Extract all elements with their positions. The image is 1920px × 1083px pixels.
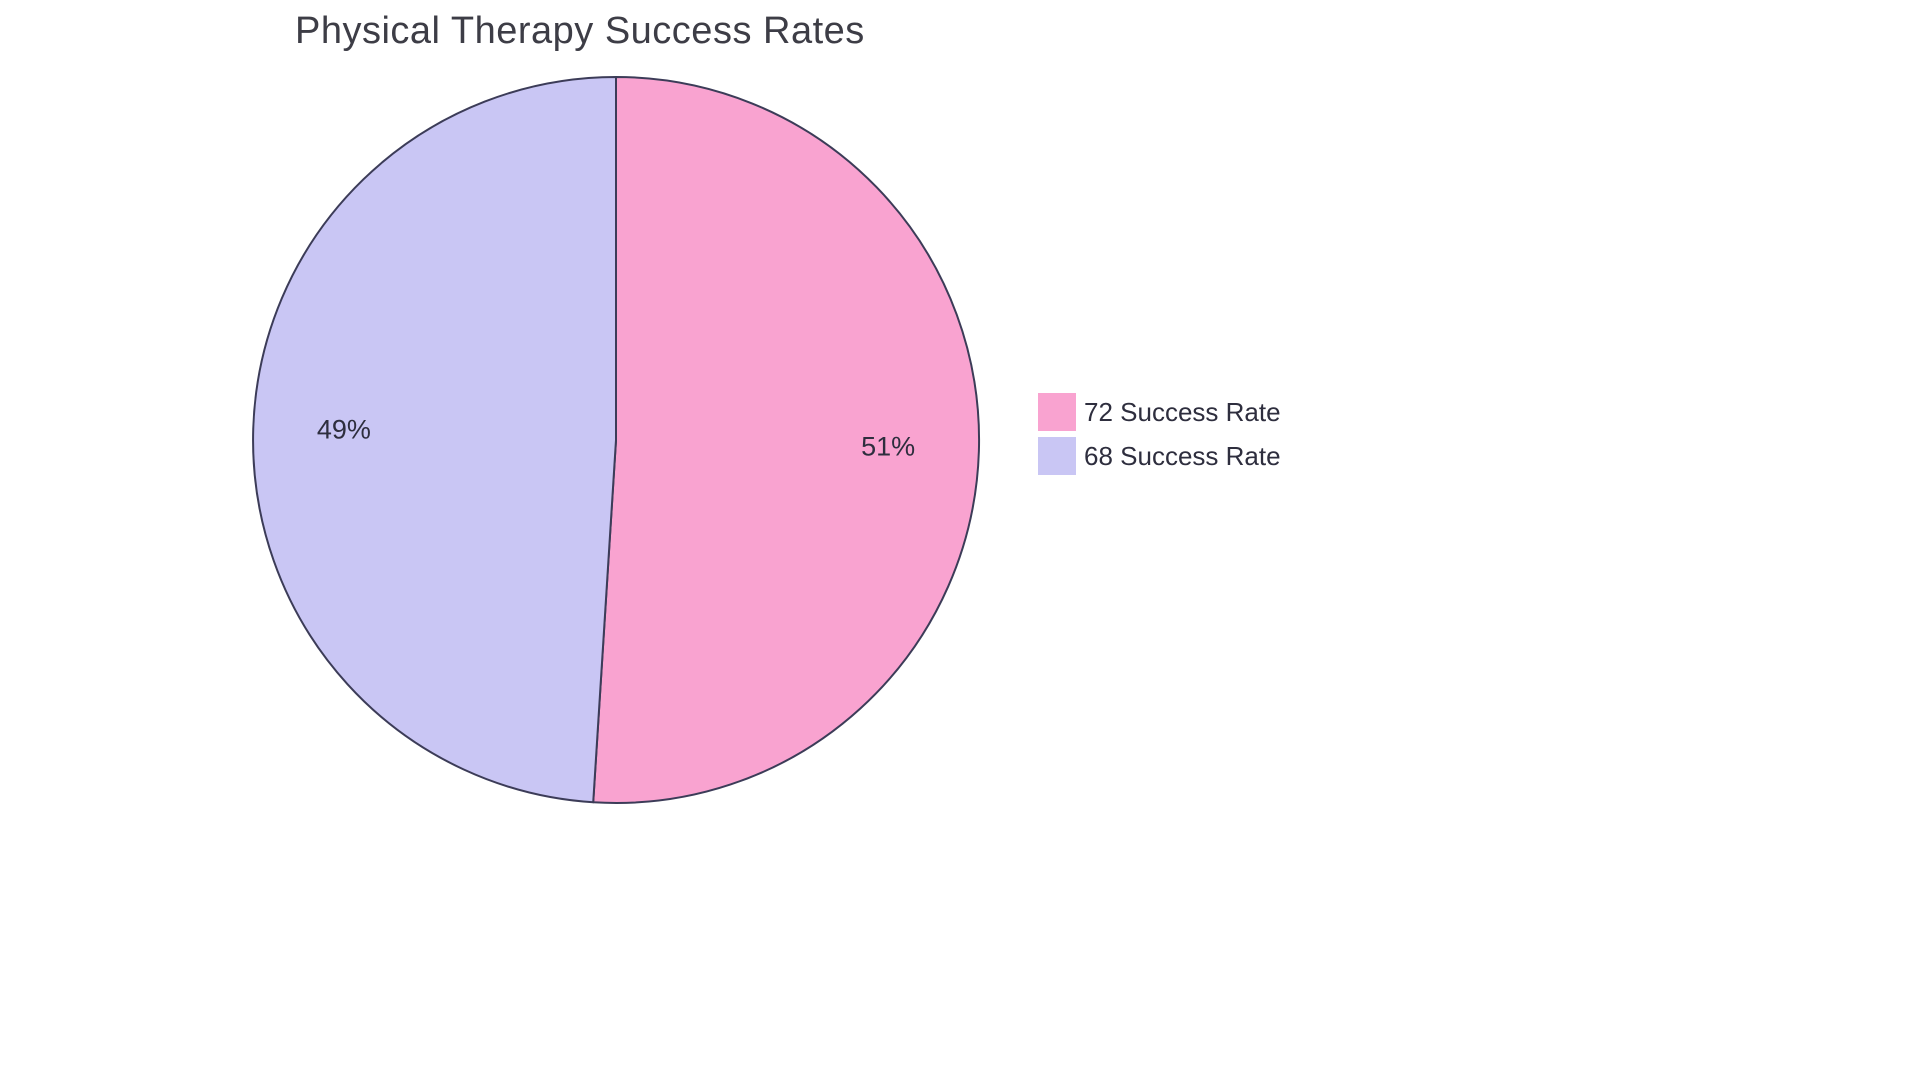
chart-title: Physical Therapy Success Rates [295,10,865,52]
legend-swatch-icon [1038,437,1076,475]
legend-label: 72 Success Rate [1084,396,1281,427]
pie-slice-1 [252,76,617,804]
legend: 72 Success Rate 68 Success Rate [1038,393,1281,475]
pie-slice-0 [592,76,981,804]
legend-label: 68 Success Rate [1084,440,1281,471]
legend-swatch-icon [1038,393,1076,431]
slice-percentage-label-1: 49% [317,415,371,445]
slice-percentage-label-0: 51% [861,432,915,462]
legend-item-1: 68 Success Rate [1038,437,1281,475]
legend-item-0: 72 Success Rate [1038,393,1281,431]
